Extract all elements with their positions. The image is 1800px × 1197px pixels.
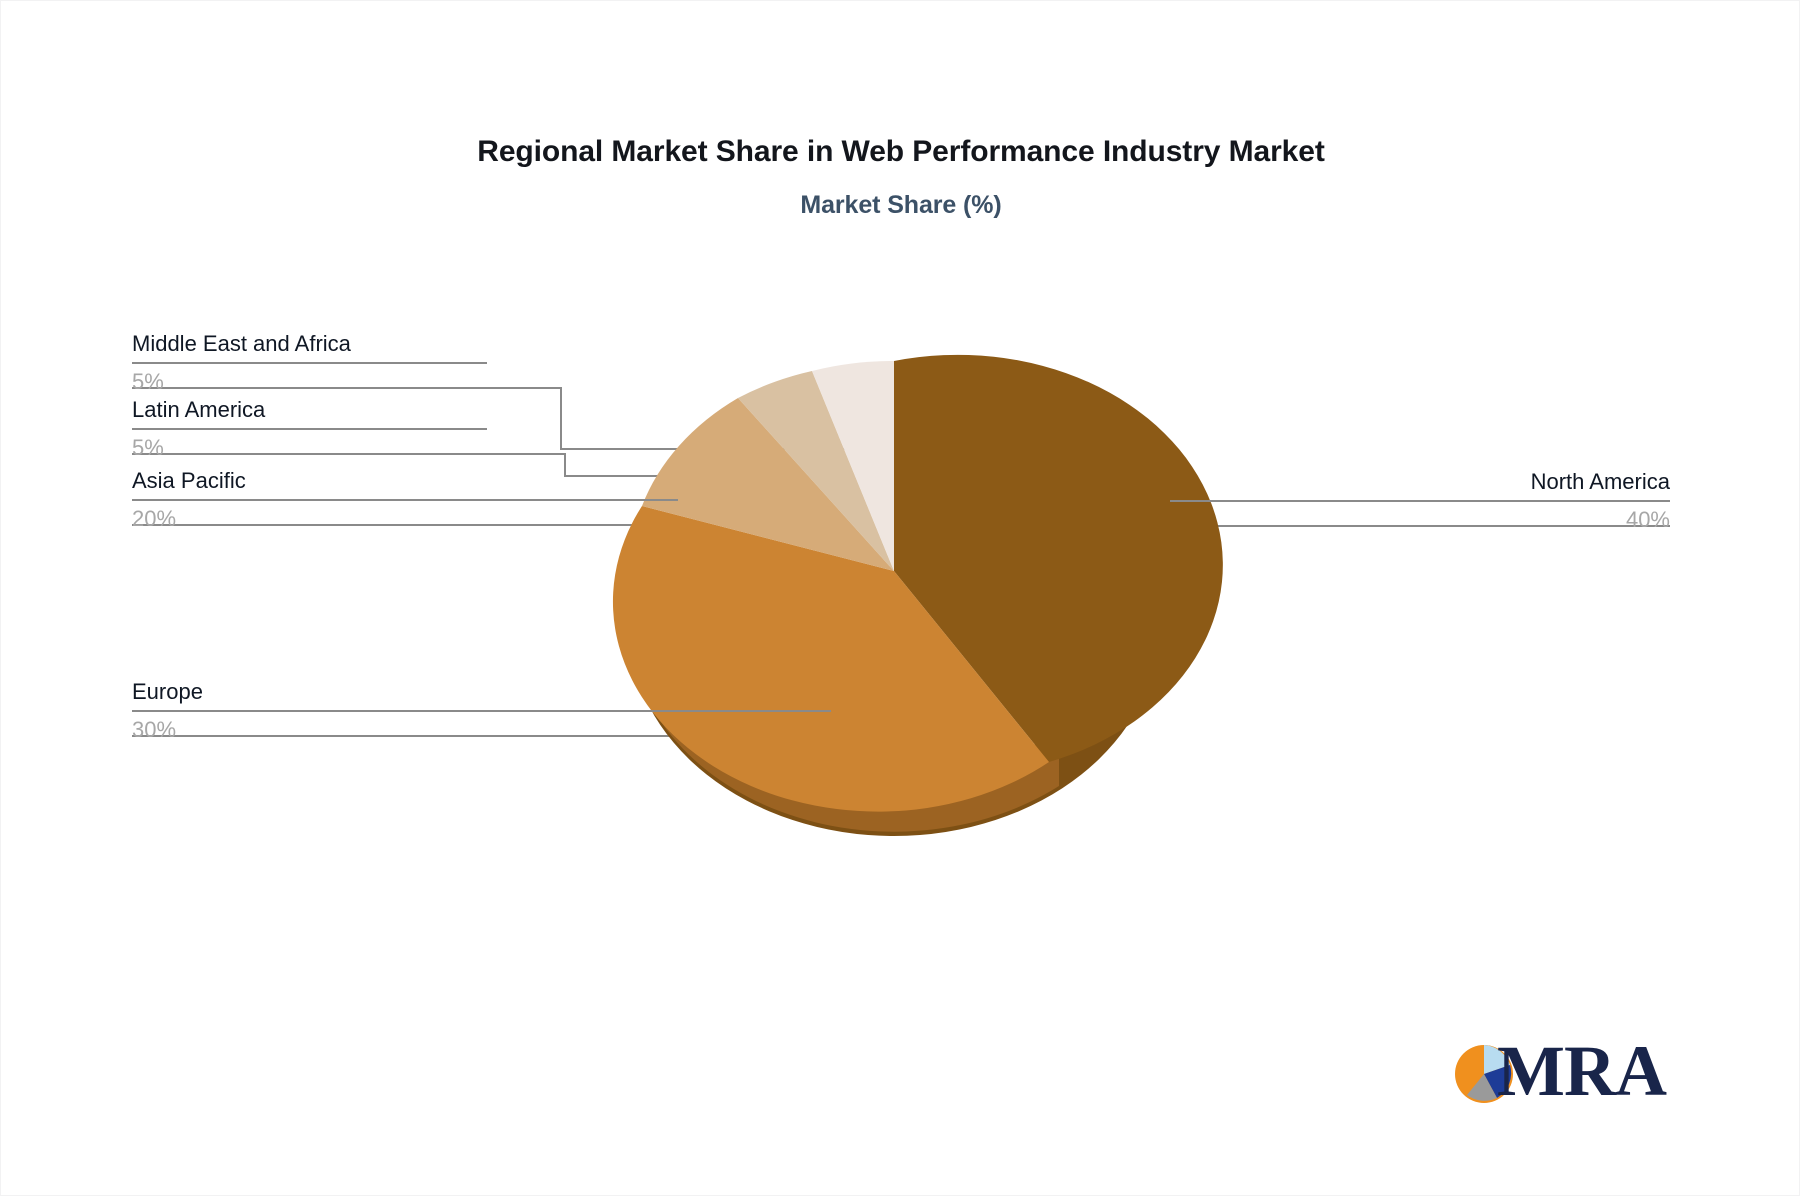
pie-chart [569,323,1229,863]
mra-logo: MRA [1453,1035,1667,1115]
callout-rule-middle-east-and-africa [132,362,487,364]
callout-rule-north-america [1170,500,1670,502]
chart-title: Regional Market Share in Web Performance… [477,135,1325,168]
pie-slice-middle-east-and-africa [812,360,894,571]
pie-slice-north-america [894,354,1223,762]
callout-north-america: North America 40% [1170,471,1670,531]
callout-value-north-america: 40% [1625,507,1670,532]
pie-slice-latin-america [738,371,894,571]
pie-slice-europe [612,506,1049,812]
pie-slice-asia-pacific [642,398,894,571]
callout-rule-asia-pacific [132,499,678,501]
callout-rule-latin-america [132,428,487,430]
pie-top-face [612,354,1223,812]
logo-wordmark: MRA [1497,1031,1667,1111]
callout-label-north-america: North America [1530,469,1670,494]
logo-pie-chart-icon [1455,1045,1513,1103]
chart-subtitle: Market Share (%) [800,191,1002,219]
callout-rule-europe [132,710,831,712]
